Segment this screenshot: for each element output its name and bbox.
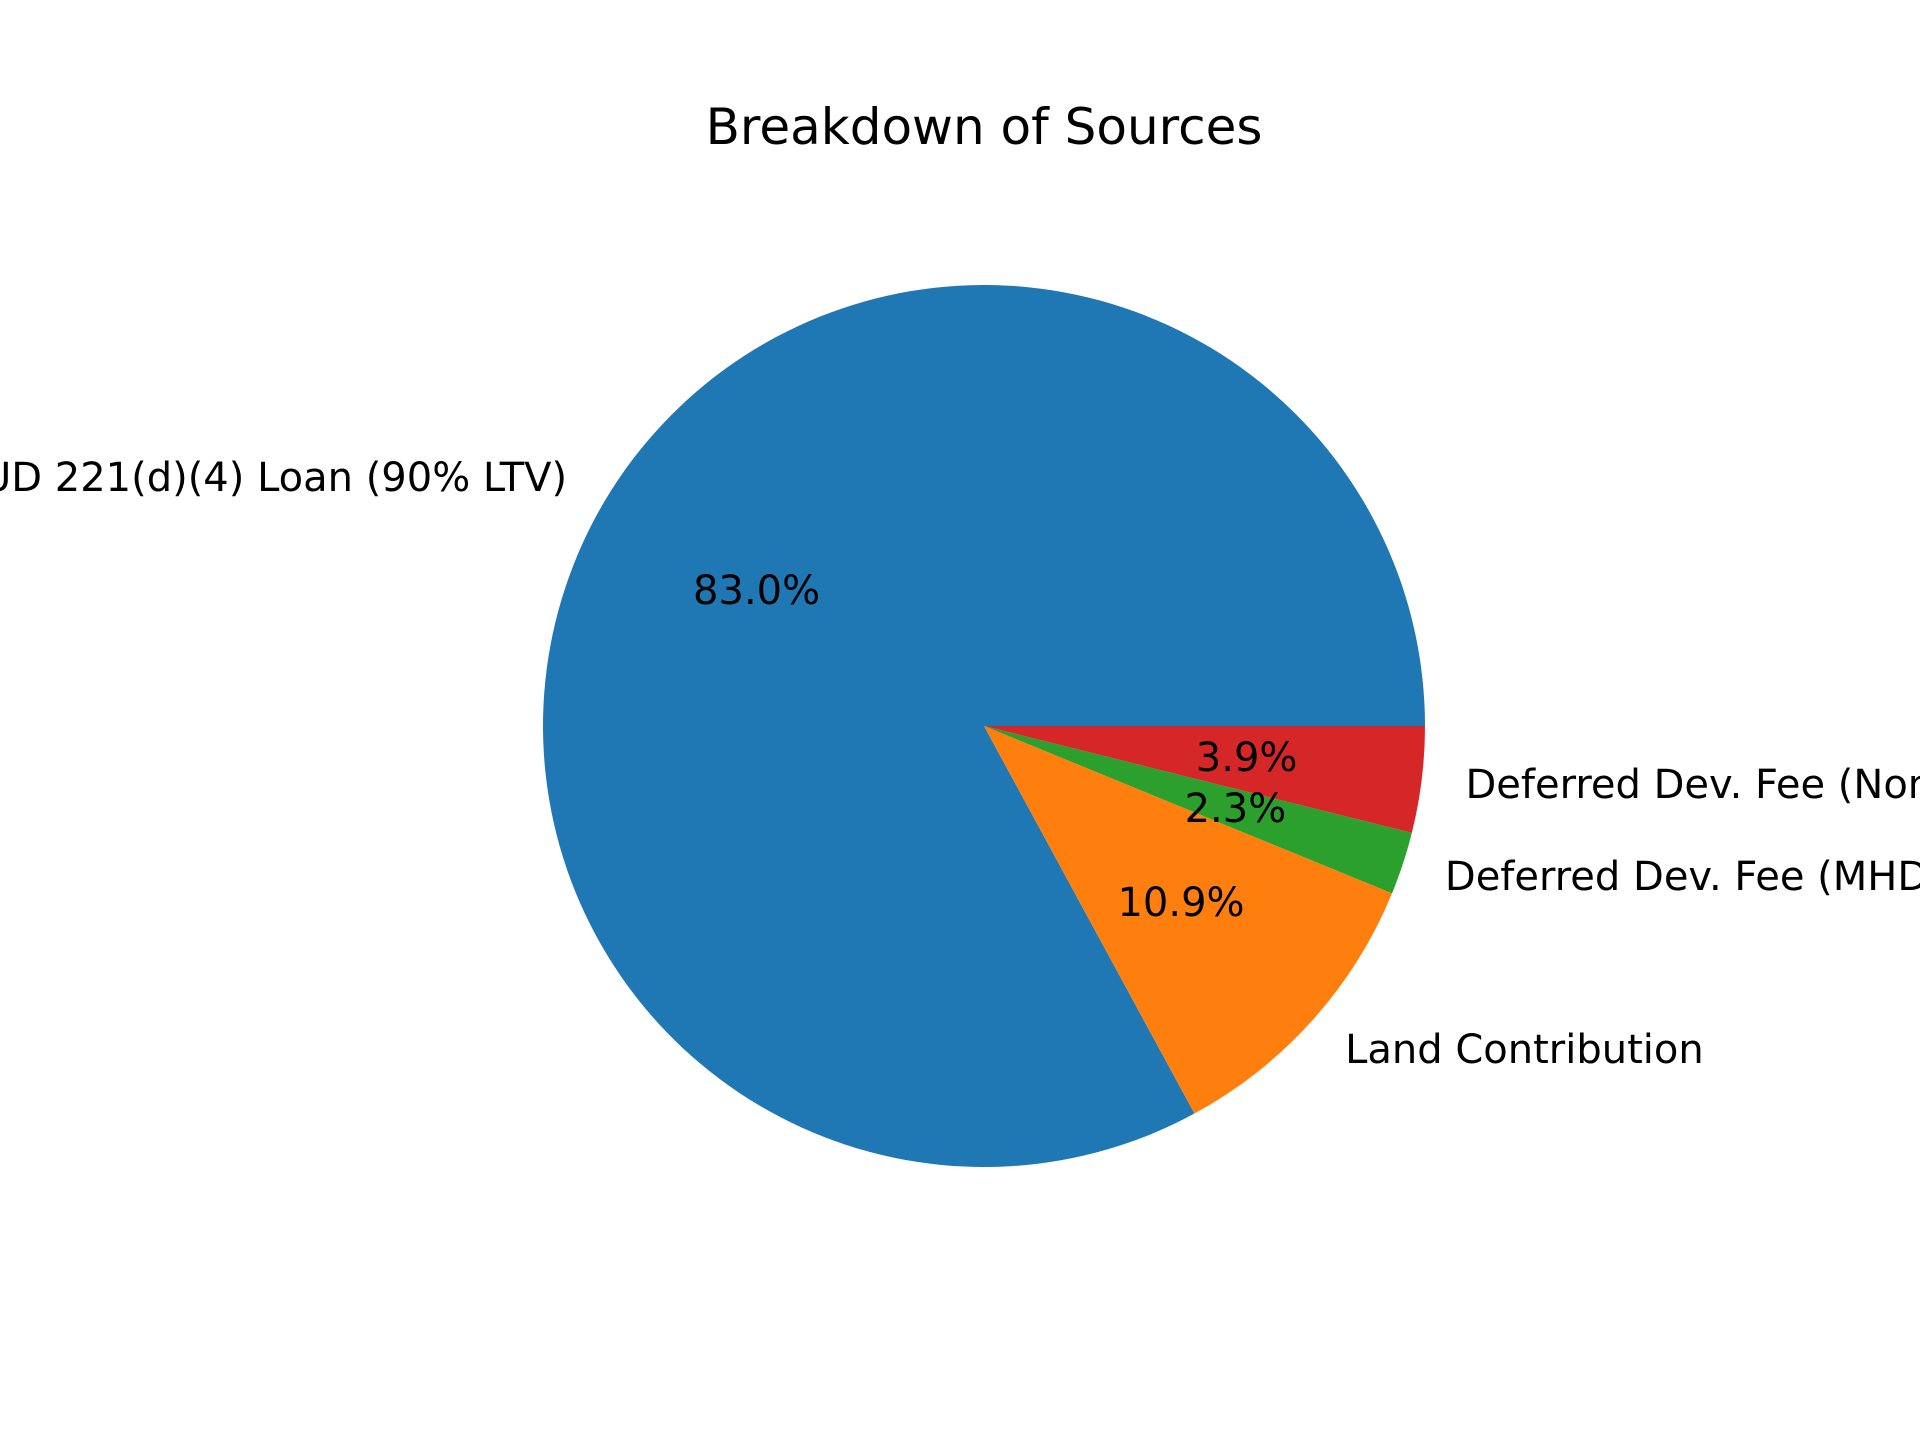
category-label-2: Land Contribution	[1345, 1027, 1704, 1073]
pie-slice-4	[984, 726, 1425, 833]
pct-label-2: 10.9%	[1117, 879, 1245, 926]
pie-slice-2	[984, 726, 1393, 1114]
category-label-4: Deferred Dev. Fee (Non-MHDC)	[1465, 762, 1920, 809]
pie-slice-3	[984, 726, 1412, 894]
pct-label-4: 3.9%	[1195, 735, 1298, 782]
pie-slice-1	[543, 284, 1426, 1167]
chart-title: Breakdown of Sources	[705, 98, 1263, 156]
pct-label-1: 83.0%	[693, 567, 821, 614]
pct-label-3: 2.3%	[1184, 785, 1287, 832]
category-label-3: Deferred Dev. Fee (MHDC)	[1444, 854, 1920, 901]
category-label-1: HUD 221(d)(4) Loan (90% LTV)	[0, 455, 568, 501]
